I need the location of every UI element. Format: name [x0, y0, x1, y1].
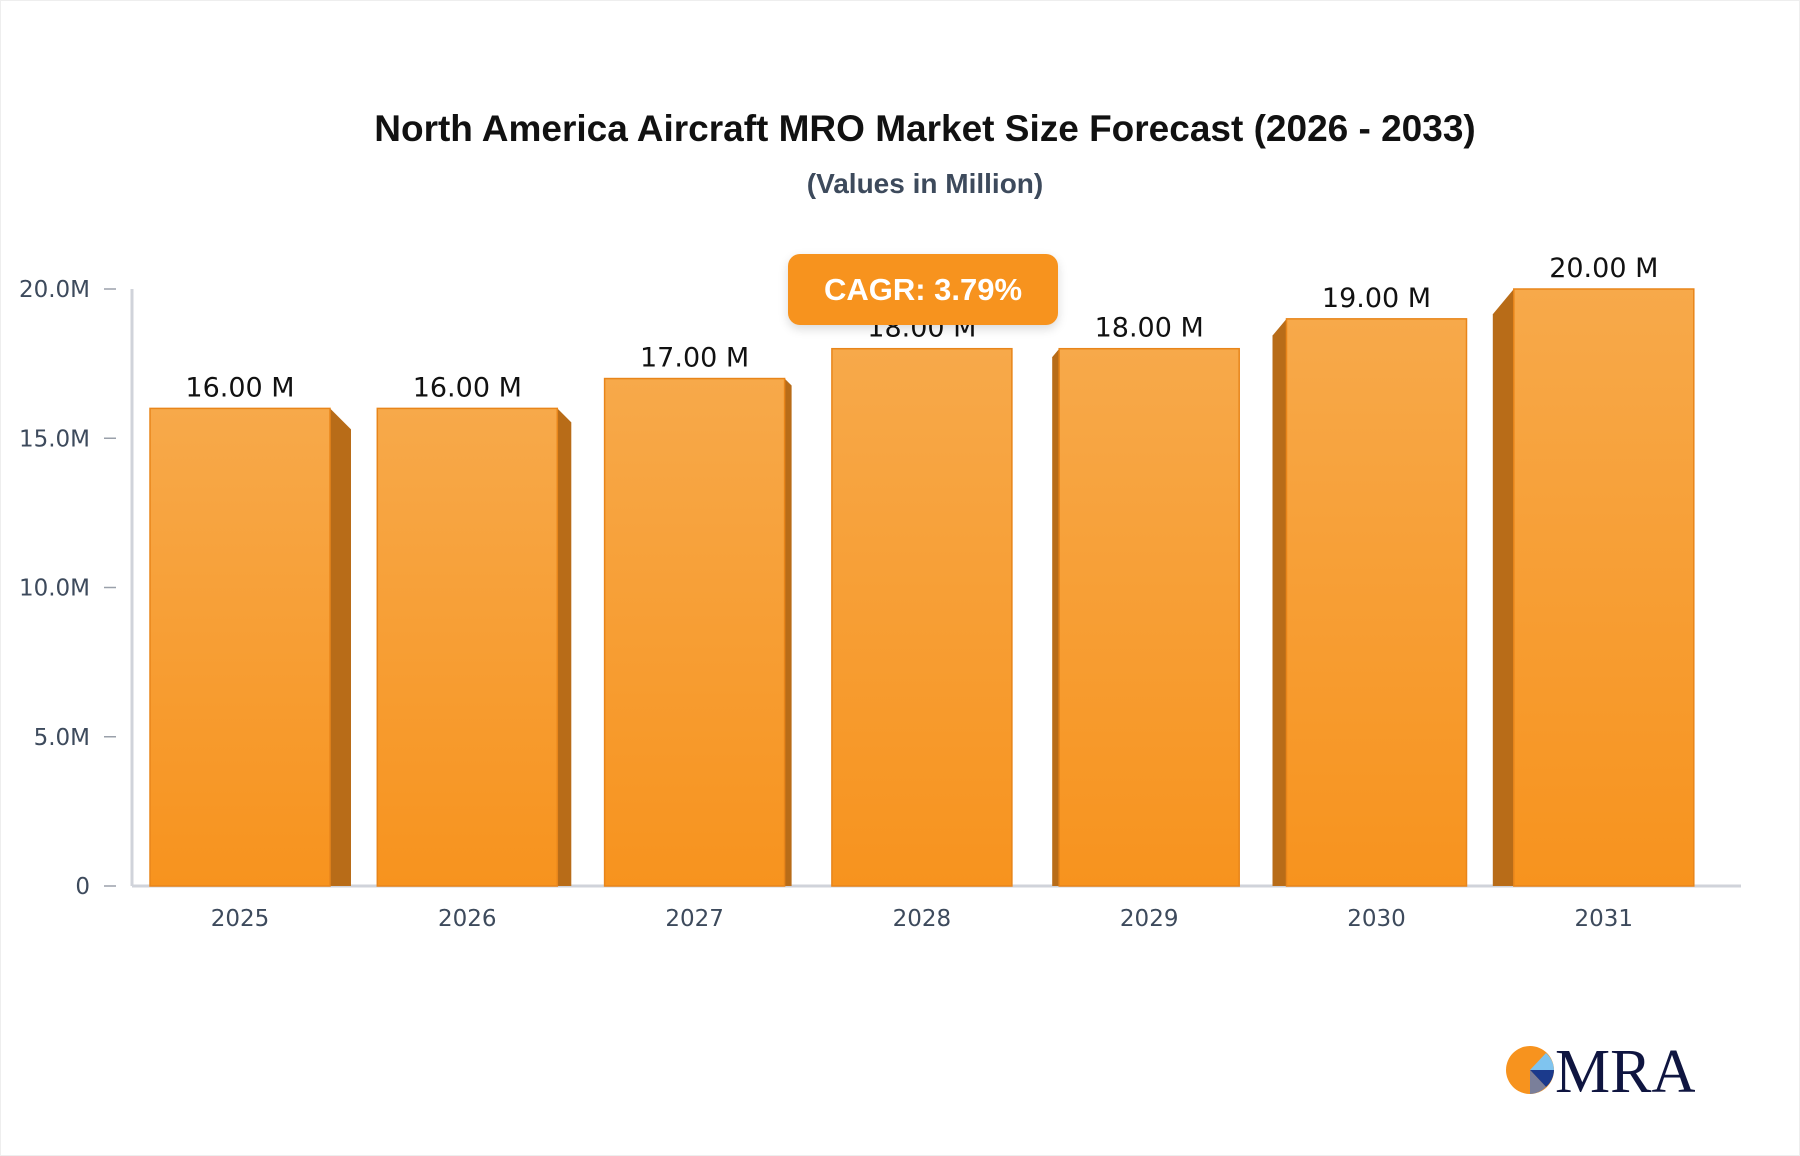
x-tick-label: 2029: [1120, 906, 1179, 932]
bar-2025: [149, 407, 331, 887]
cagr-badge: CAGR: 3.79%: [788, 254, 1058, 325]
data-label: 17.00 M: [640, 343, 749, 374]
data-label: 18.00 M: [1095, 313, 1204, 344]
y-tick-label: 20.0M: [19, 277, 90, 303]
x-tick-label: 2031: [1575, 906, 1634, 932]
bar-2031: [1513, 288, 1695, 887]
x-tick-label: 2025: [211, 906, 270, 932]
logo-text: MRA: [1555, 1040, 1695, 1100]
bar-2026: [376, 407, 559, 887]
data-label: 16.00 M: [413, 372, 522, 403]
y-tick-label: 5.0M: [34, 725, 90, 751]
data-label: 19.00 M: [1322, 283, 1431, 314]
chart-title: North America Aircraft MRO Market Size F…: [374, 108, 1476, 149]
mra-logo: MRA: [1505, 1040, 1695, 1100]
y-tick-label: 10.0M: [19, 576, 90, 602]
chart-subtitle: (Values in Million): [806, 168, 1044, 199]
x-tick-label: 2030: [1347, 906, 1406, 932]
x-tick-label: 2027: [665, 906, 724, 932]
bar-side: [330, 408, 351, 886]
bar-2029: [1058, 347, 1240, 887]
bar-side: [784, 378, 792, 886]
bar-side: [557, 408, 572, 886]
bar-2030: [1285, 318, 1468, 887]
x-tick-label: 2028: [893, 906, 952, 932]
data-label: 20.00 M: [1549, 253, 1658, 284]
data-label: 16.00 M: [185, 372, 294, 403]
y-tick-label: 0: [75, 874, 90, 900]
bar-2028: [831, 347, 1013, 887]
bar-side: [1272, 318, 1287, 887]
x-tick-label: 2026: [438, 906, 497, 932]
bar-2027: [603, 377, 786, 887]
logo-pie-icon: MRA: [1506, 1040, 1695, 1100]
y-tick-label: 15.0M: [19, 426, 90, 452]
bar-side: [1052, 348, 1060, 886]
bar-side: [1492, 289, 1514, 886]
